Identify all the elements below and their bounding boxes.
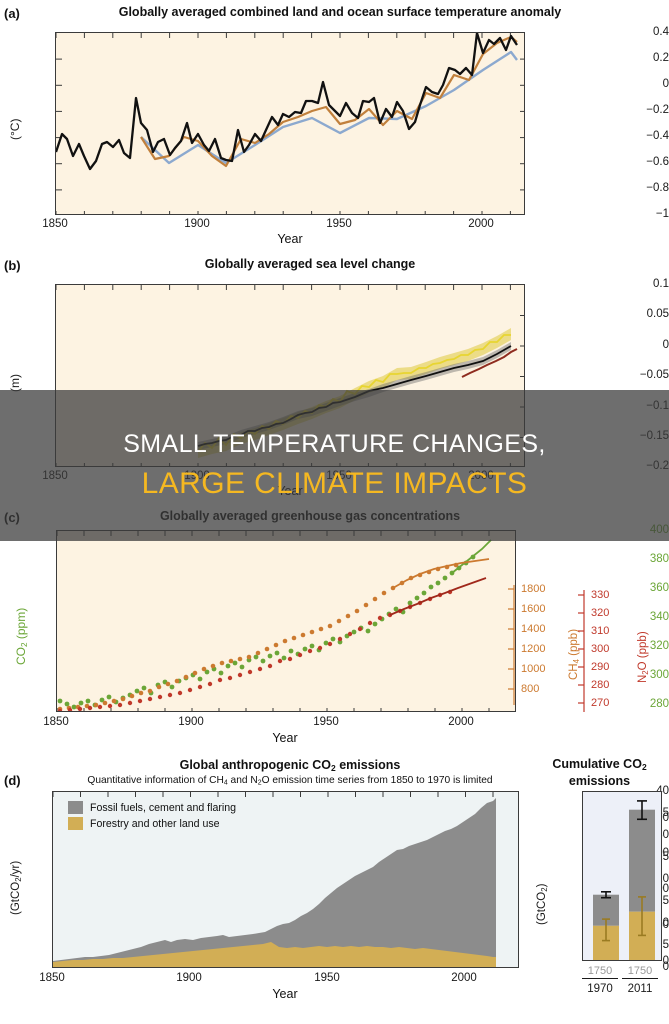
panel-c-n2o-axis-label: N2O (ppb) bbox=[637, 631, 650, 683]
cumulative-svg bbox=[593, 800, 655, 960]
panel-c-ch4-axis-line bbox=[508, 585, 515, 705]
cumulative-cat-1-start: 1750 bbox=[622, 965, 658, 979]
legend-item-forestry: Forestry and other land use bbox=[68, 817, 236, 830]
panel-d-plot-area bbox=[52, 791, 519, 968]
panel-c-co2-axis-label: CO2 (ppm) bbox=[14, 607, 30, 665]
panel-b-title: Globally averaged sea level change bbox=[204, 257, 416, 271]
legend-swatch-fossil bbox=[68, 801, 83, 814]
panel-c: (c) Globally averaged greenhouse gas con… bbox=[0, 505, 669, 755]
panel-a-x-axis-label: Year bbox=[277, 232, 303, 246]
panel-d-letter: (d) bbox=[4, 773, 21, 788]
caption-overlay-line2: LARGE CLIMATE IMPACTS bbox=[141, 467, 528, 500]
cumulative-cat-0-start: 1750 bbox=[582, 965, 618, 979]
cumulative-cat-0-end: 1970 bbox=[587, 983, 613, 995]
cumulative-panel: Cumulative CO2 emissions (GtCO2) 2000 15… bbox=[530, 755, 669, 1024]
legend-swatch-forestry bbox=[68, 817, 83, 830]
panel-a-plot-area bbox=[55, 32, 525, 215]
cumulative-cat-1-end: 2011 bbox=[627, 983, 653, 995]
panel-d-x-axis-label: Year bbox=[272, 987, 298, 1001]
panel-c-x-axis-label: Year bbox=[272, 731, 298, 745]
panel-d-legend: Fossil fuels, cement and flaring Forestr… bbox=[68, 801, 236, 833]
panel-c-ch4-axis bbox=[508, 585, 520, 710]
panel-b-letter: (b) bbox=[4, 258, 21, 273]
panel-d-title: Global anthropogenic CO2 emissions bbox=[179, 758, 401, 774]
caption-overlay: SMALL TEMPERATURE CHANGES, LARGE CLIMATE… bbox=[0, 390, 669, 541]
panel-d-svg bbox=[53, 792, 496, 967]
cumulative-y-axis-label: (GtCO2) bbox=[536, 883, 549, 925]
caption-overlay-line1: SMALL TEMPERATURE CHANGES, bbox=[123, 430, 546, 458]
panel-a-y-axis-label: (°C) bbox=[8, 118, 22, 140]
panel-a: (a) Globally averaged combined land and … bbox=[4, 5, 669, 246]
panel-d-y-axis-label: (GtCO2/yr) bbox=[10, 860, 23, 915]
legend-item-fossil: Fossil fuels, cement and flaring bbox=[68, 801, 236, 814]
panel-d: (d) Global anthropogenic CO2 emissions Q… bbox=[0, 755, 669, 1024]
cumulative-title-line2: emissions bbox=[568, 774, 631, 788]
cumulative-title-line1: Cumulative CO2 bbox=[552, 757, 647, 773]
panel-c-n2o-axis bbox=[578, 590, 590, 717]
legend-label-forestry: Forestry and other land use bbox=[90, 817, 220, 830]
panel-d-subtitle: Quantitative information of CH4 and N2O … bbox=[87, 775, 493, 787]
panel-c-svg bbox=[57, 531, 492, 711]
panel-a-letter: (a) bbox=[4, 6, 20, 21]
panel-a-title: Globally averaged combined land and ocea… bbox=[118, 5, 562, 19]
panel-a-svg bbox=[56, 33, 524, 214]
cumulative-plot-area bbox=[582, 791, 662, 961]
panel-c-plot-area bbox=[56, 530, 516, 712]
panel-c-n2o-axis-line bbox=[578, 590, 585, 712]
legend-label-fossil: Fossil fuels, cement and flaring bbox=[90, 801, 237, 814]
